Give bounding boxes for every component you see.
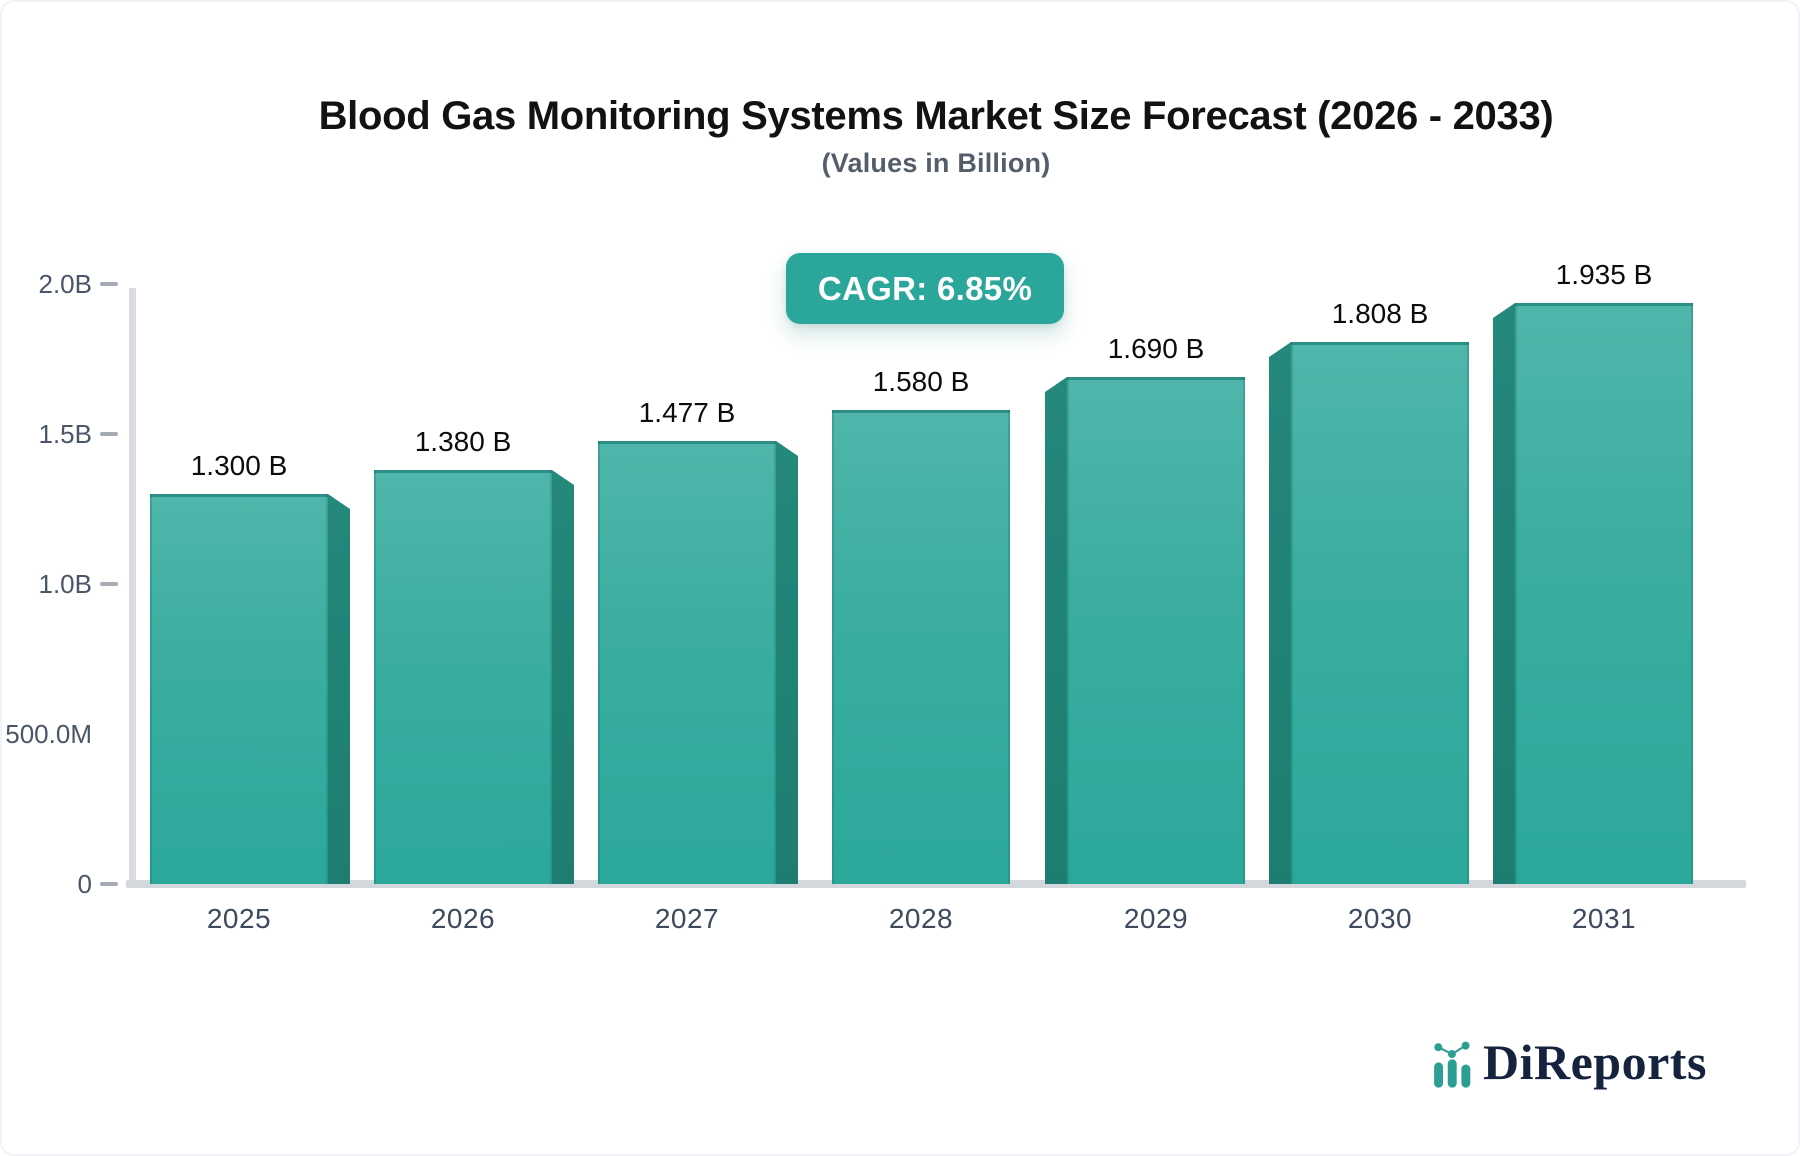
bar-face bbox=[832, 410, 1010, 884]
bar-face bbox=[598, 441, 776, 884]
bar-2026: 1.380 B 2026 bbox=[374, 426, 574, 934]
x-axis-label-2027: 2027 bbox=[654, 903, 720, 934]
bar-2031: 1.935 B 2031 bbox=[1493, 259, 1693, 934]
chart-title: Blood Gas Monitoring Systems Market Size… bbox=[318, 94, 1554, 138]
bar-value-label: 1.808 B bbox=[1331, 298, 1429, 329]
x-axis-label-2030: 2030 bbox=[1347, 903, 1413, 934]
chart-header: Blood Gas Monitoring Systems Market Size… bbox=[130, 94, 1742, 179]
y-axis-line bbox=[129, 288, 136, 888]
bar-value-label: 1.690 B bbox=[1107, 333, 1205, 364]
bar-3d-side bbox=[328, 494, 350, 884]
cagr-badge: CAGR: 6.85% bbox=[786, 253, 1064, 324]
y-tick-dash bbox=[100, 432, 118, 436]
bar-value-label: 1.935 B bbox=[1555, 259, 1653, 290]
y-tick-dash bbox=[100, 882, 118, 886]
x-axis-label-2028: 2028 bbox=[888, 903, 954, 934]
bar-3d-side bbox=[552, 470, 574, 884]
y-tick-label: 2.0B bbox=[38, 269, 93, 299]
bar-3d-side bbox=[1045, 377, 1067, 884]
bar-face bbox=[150, 494, 328, 884]
bar-2027: 1.477 B 2027 bbox=[598, 397, 798, 934]
y-tick-label: 0 bbox=[77, 869, 92, 899]
bar-2028: 1.580 B 2028 bbox=[832, 366, 1010, 934]
x-axis-line bbox=[126, 880, 1746, 888]
bar-face bbox=[374, 470, 552, 884]
bar-2025: 1.300 B 2025 bbox=[150, 450, 350, 934]
cagr-badge-label: CAGR: 6.85% bbox=[817, 269, 1033, 307]
bar-2030: 1.808 B 2030 bbox=[1269, 298, 1469, 934]
x-axis-label-2026: 2026 bbox=[430, 903, 496, 934]
bar-3d-side bbox=[776, 441, 798, 884]
bar-face bbox=[1291, 342, 1469, 884]
bar-3d-side bbox=[1269, 342, 1291, 884]
y-tick-dash bbox=[100, 582, 118, 586]
bar-value-label: 1.380 B bbox=[414, 426, 512, 457]
direports-logo-text: DiReports bbox=[1483, 1034, 1707, 1090]
bar-face bbox=[1515, 303, 1693, 884]
x-axis-label-2031: 2031 bbox=[1571, 903, 1637, 934]
direports-logo: DiReports bbox=[1432, 1036, 1707, 1088]
bar-value-label: 1.477 B bbox=[638, 397, 736, 428]
bar-value-label: 1.300 B bbox=[190, 450, 288, 481]
y-tick-dash bbox=[100, 282, 118, 286]
bar-3d-side bbox=[1493, 303, 1515, 884]
x-axis-label-2025: 2025 bbox=[206, 903, 272, 934]
bar-face bbox=[1067, 377, 1245, 884]
x-axis-label-2029: 2029 bbox=[1123, 903, 1189, 934]
y-tick-label: 1.0B bbox=[38, 569, 93, 599]
bar-2029: 1.690 B 2029 bbox=[1045, 333, 1245, 934]
chart-subtitle: (Values in Billion) bbox=[821, 148, 1051, 178]
bar-value-label: 1.580 B bbox=[872, 366, 970, 397]
y-tick-label: 500.0M bbox=[5, 719, 92, 749]
y-tick-label: 1.5B bbox=[38, 419, 93, 449]
direports-logo-icon bbox=[1432, 1040, 1474, 1088]
